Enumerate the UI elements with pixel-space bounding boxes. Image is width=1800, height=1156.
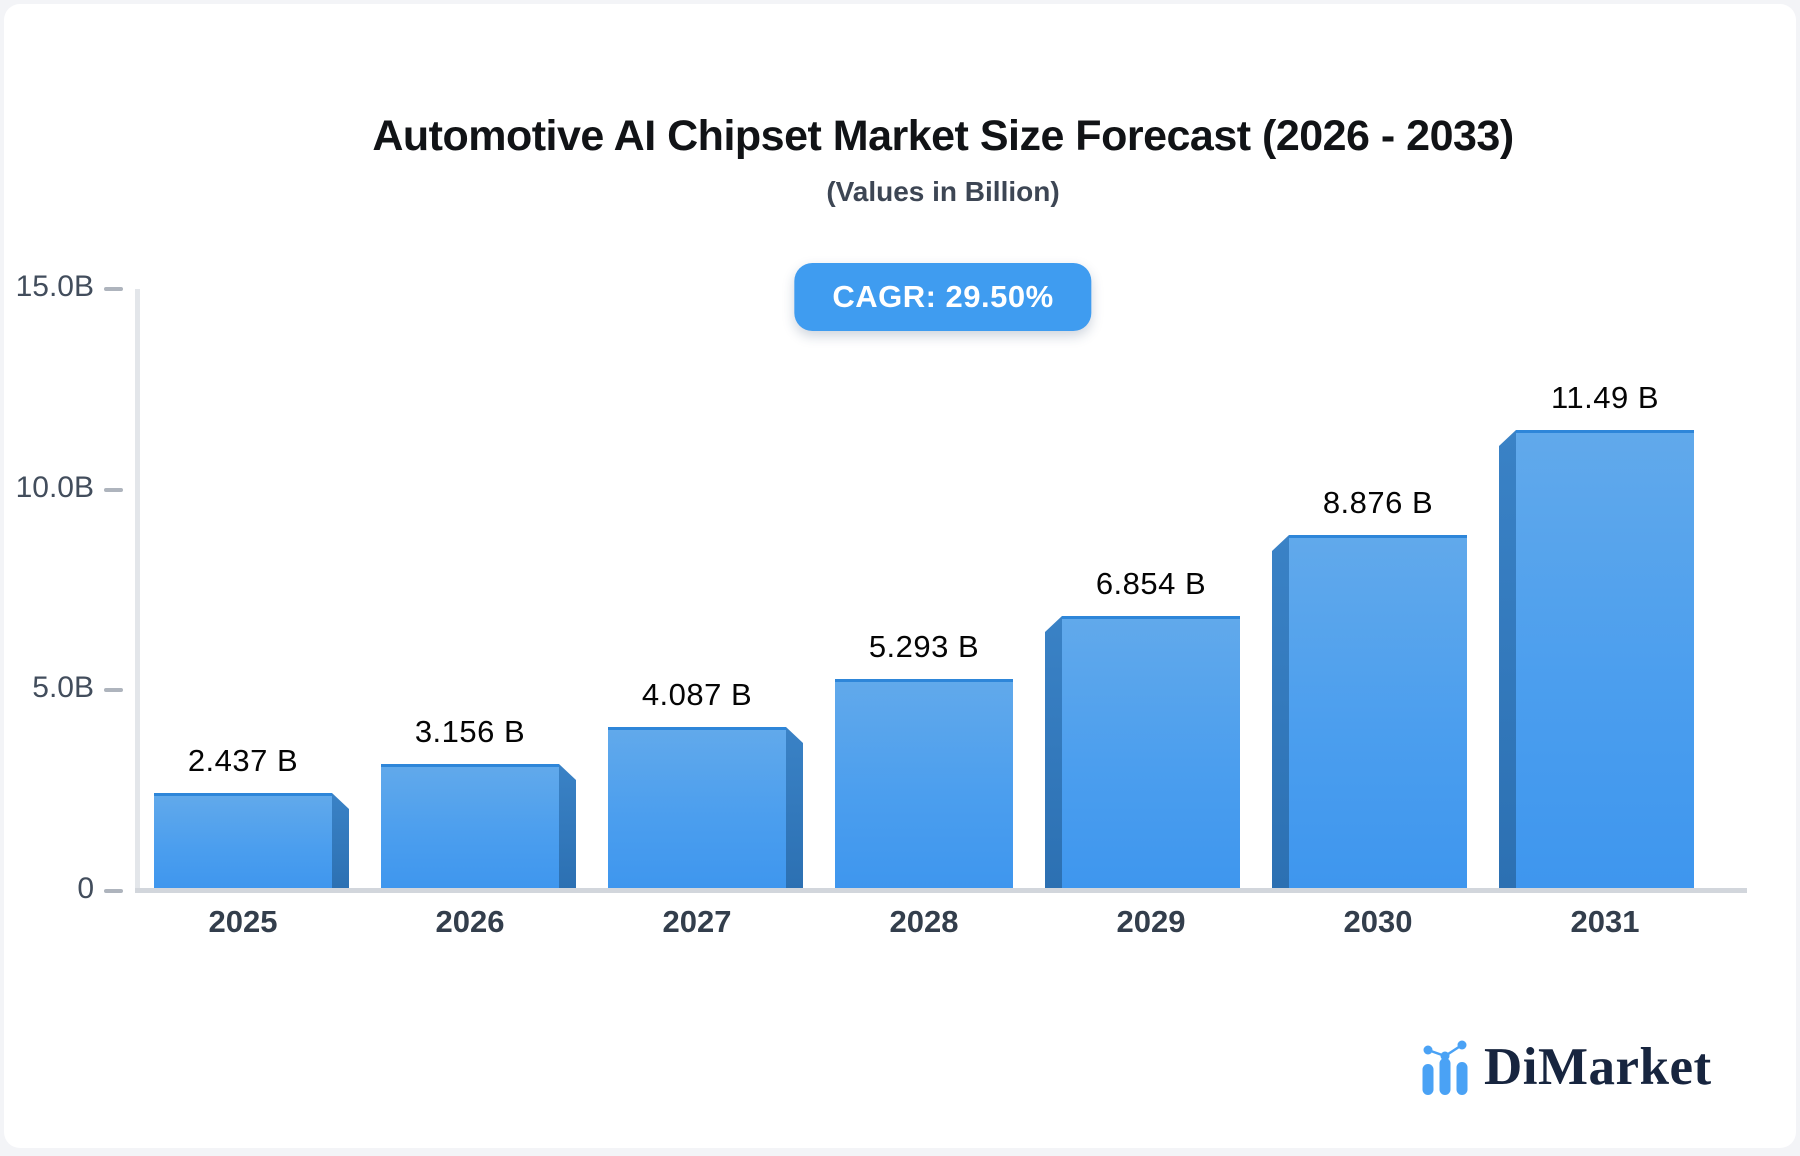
bar-side-face: [786, 727, 803, 891]
y-axis-tick-label: 10.0B: [15, 471, 94, 504]
x-axis-label-2025: 2025: [208, 904, 278, 939]
y-axis-tick-mark: [104, 488, 123, 492]
y-axis-tick-mark: [104, 688, 123, 692]
y-axis-tick-label: 5.0B: [32, 671, 94, 704]
y-axis-tick-mark: [104, 287, 123, 291]
y-axis-tick-mark: [104, 889, 123, 893]
x-axis-label-2029: 2029: [1116, 904, 1186, 939]
bar-value-label: 6.854 B: [1095, 566, 1207, 601]
bar-2028: [835, 679, 1013, 891]
y-axis-tick-label: 15.0B: [15, 270, 94, 303]
bar-value-label: 8.876 B: [1322, 485, 1434, 520]
bar-value-label: 11.49 B: [1550, 380, 1660, 415]
bar-2025: [154, 793, 332, 891]
bar-side-face: [1499, 430, 1516, 891]
bar-2030: [1289, 535, 1467, 891]
bar-2031: [1516, 430, 1694, 891]
x-axis-label-2028: 2028: [889, 904, 959, 939]
chart-card: Automotive AI Chipset Market Size Foreca…: [4, 4, 1796, 1148]
bar-value-label: 2.437 B: [187, 743, 299, 778]
bar-value-label: 3.156 B: [414, 714, 526, 749]
x-axis-label-2026: 2026: [435, 904, 505, 939]
bar-value-label: 4.087 B: [641, 677, 753, 712]
cagr-badge: CAGR: 29.50%: [794, 263, 1092, 331]
bar-2029: [1062, 616, 1240, 891]
bar-2026: [381, 764, 559, 891]
y-axis-line: [135, 289, 140, 891]
bar-chart: 15.0B 10.0B 5.0B 0 2.437 B 2025 3.156 B 2026 4.0…: [4, 4, 1796, 1148]
dimarket-logo-icon: [1422, 1040, 1468, 1095]
bar-2027: [608, 727, 786, 891]
brand-name: DiMarket: [1484, 1038, 1712, 1096]
bar-side-face: [332, 793, 349, 891]
chart-subtitle: (Values in Billion): [826, 176, 1060, 207]
x-axis-label-2031: 2031: [1570, 904, 1640, 939]
bar-side-face: [1272, 535, 1289, 891]
brand-logo: DiMarket: [1422, 1038, 1712, 1096]
bar-side-face: [559, 764, 576, 891]
x-axis-label-2030: 2030: [1343, 904, 1413, 939]
bar-side-face: [1045, 616, 1062, 891]
x-axis-line: [135, 888, 1747, 893]
x-axis-label-2027: 2027: [662, 904, 732, 939]
bar-value-label: 5.293 B: [868, 629, 980, 664]
y-axis-tick-label: 0: [77, 872, 94, 905]
chart-title: Automotive AI Chipset Market Size Foreca…: [372, 112, 1514, 160]
